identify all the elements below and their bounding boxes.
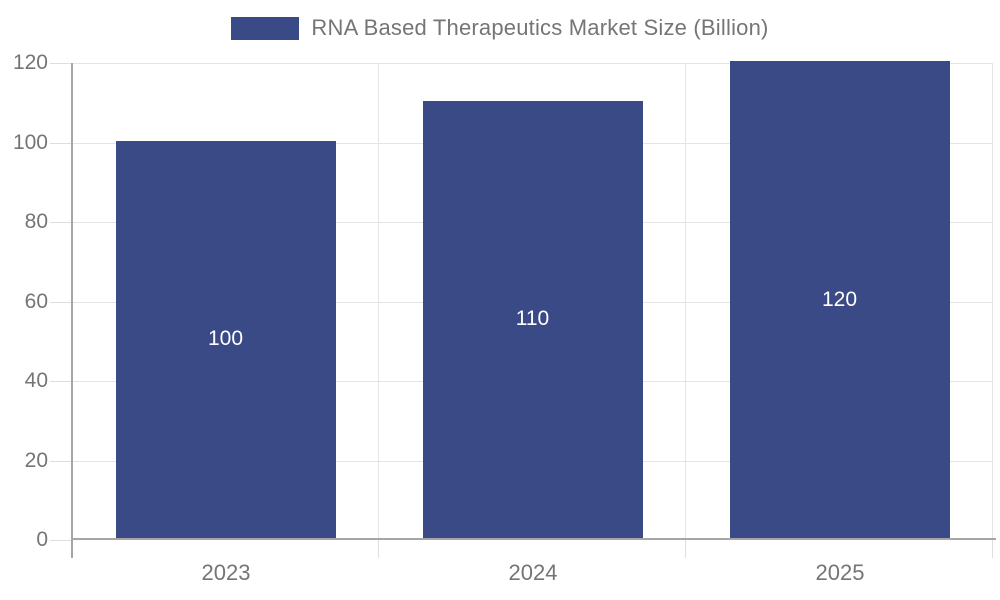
- x-axis-tick-mark: [685, 540, 686, 558]
- y-axis-tick-mark: [50, 222, 72, 223]
- chart-legend: RNA Based Therapeutics Market Size (Bill…: [0, 15, 1000, 41]
- legend-swatch-icon: [231, 16, 300, 40]
- bar-value-label: 100: [207, 327, 244, 351]
- y-axis-tick-mark: [50, 540, 72, 541]
- plot-area: 100 110 120: [50, 61, 996, 558]
- y-axis-tick-label: 0: [36, 528, 48, 551]
- x-axis-tick-mark: [992, 540, 993, 558]
- x-axis-tick-label: 2024: [508, 560, 558, 585]
- y-axis-tick-label: 120: [12, 51, 48, 74]
- y-axis-tick-label: 60: [24, 289, 48, 313]
- y-axis-line: [71, 63, 73, 558]
- x-axis-line: [72, 538, 996, 540]
- y-axis-tick-mark: [50, 63, 72, 64]
- x-axis-tick-label: 2025: [815, 560, 865, 585]
- x-axis-tick-mark: [378, 540, 379, 558]
- gridline-vertical: [685, 63, 686, 540]
- gridline-vertical: [992, 63, 993, 540]
- y-axis-tick-mark: [50, 381, 72, 382]
- y-axis-tick-mark: [50, 460, 72, 462]
- y-axis-tick-label: 80: [24, 210, 48, 233]
- legend-label: RNA Based Therapeutics Market Size (Bill…: [311, 15, 769, 40]
- bar-value-label: 110: [515, 307, 550, 331]
- bar-2025: 120: [729, 61, 950, 538]
- y-axis-tick-mark: [50, 142, 72, 144]
- gridline-horizontal: [72, 63, 993, 64]
- y-axis-tick-label: 100: [12, 130, 48, 154]
- y-axis-tick-mark: [50, 301, 72, 303]
- x-axis-tick-label: 2023: [201, 560, 251, 585]
- gridline-vertical: [378, 63, 379, 540]
- bar-value-label: 120: [821, 287, 858, 311]
- y-axis-tick-label: 40: [24, 369, 48, 392]
- bar-2023: 100: [115, 140, 336, 538]
- bar-2024: 110: [422, 100, 643, 538]
- y-axis-tick-label: 20: [24, 448, 48, 472]
